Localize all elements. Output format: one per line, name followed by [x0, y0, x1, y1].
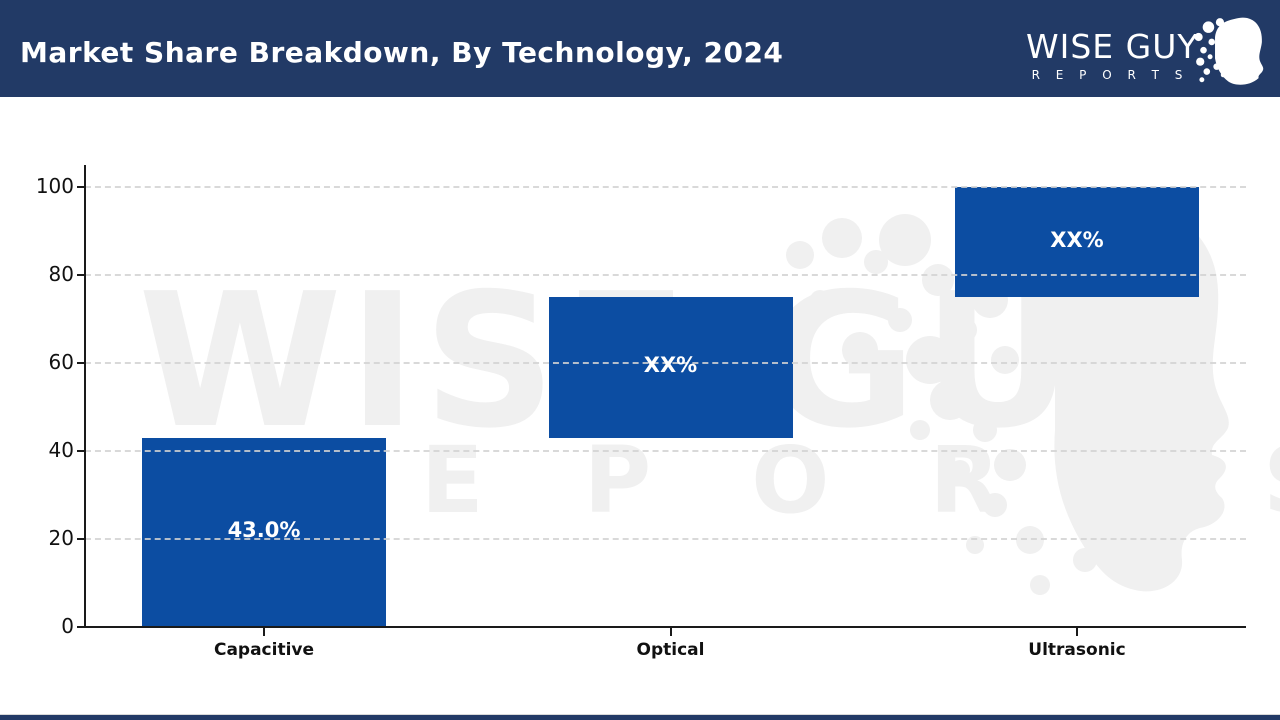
y-tick-80 [77, 274, 85, 276]
y-tick-label-80: 80 [48, 262, 74, 286]
x-axis-line [84, 626, 1246, 628]
header-bar: Market Share Breakdown, By Technology, 2… [0, 0, 1280, 97]
gridline-20 [85, 538, 1246, 540]
gridline-100 [85, 186, 1246, 188]
watermark-face-profile [1054, 208, 1229, 592]
category-label-optical: Optical [636, 640, 705, 660]
x-tick-ultrasonic [1076, 628, 1078, 636]
brand-logo: WISE GUY R E P O R T S [1026, 10, 1266, 90]
y-tick-40 [77, 450, 85, 452]
y-tick-label-100: 100 [35, 174, 74, 198]
bar-value-label-optical: XX% [643, 353, 698, 378]
gridline-40 [85, 450, 1246, 452]
bar-ultrasonic [955, 187, 1199, 297]
category-label-ultrasonic: Ultrasonic [1028, 640, 1126, 660]
category-label-capacitive: Capacitive [213, 640, 315, 660]
footer-bar [0, 715, 1280, 720]
y-tick-0 [77, 626, 85, 628]
y-tick-20 [77, 538, 85, 540]
page-title: Market Share Breakdown, By Technology, 2… [20, 36, 784, 69]
bar-optical [548, 297, 793, 438]
bar-value-label-ultrasonic: XX% [1050, 228, 1104, 252]
y-tick-label-0: 0 [61, 614, 74, 638]
watermark-face-dots [786, 214, 1097, 595]
y-tick-label-60: 60 [48, 350, 74, 374]
brand-logo-text: WISE GUY R E P O R T S [1026, 27, 1199, 82]
x-tick-capacitive [263, 628, 265, 636]
y-tick-100 [77, 186, 85, 188]
y-axis-line [84, 165, 86, 628]
bar-capacitive [142, 437, 386, 627]
gridline-60 [85, 362, 1246, 364]
y-tick-label-20: 20 [48, 526, 74, 550]
x-tick-optical [669, 628, 672, 636]
gridline-80 [85, 274, 1246, 276]
y-tick-label-40: 40 [48, 438, 74, 462]
y-tick-60 [77, 362, 85, 364]
footer-divider [0, 714, 1280, 715]
brand-subtitle: R E P O R T S [1031, 68, 1189, 82]
brand-face-icon [1194, 17, 1264, 85]
bar-value-label-capacitive: 43.0% [227, 518, 301, 543]
brand-wordmark: WISE GUY [1026, 27, 1199, 66]
